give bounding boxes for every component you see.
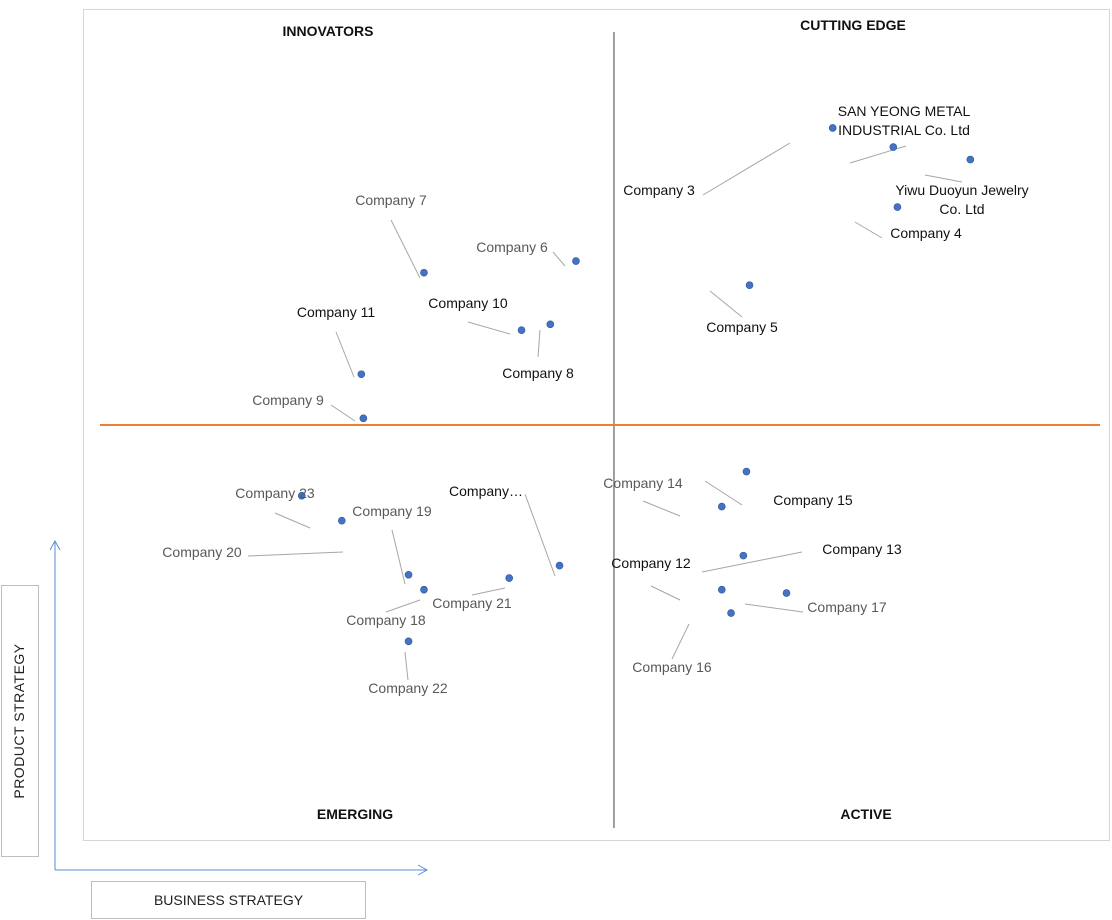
leader-line [537,329,541,358]
leader-line [385,599,421,613]
point-label: Company 11 [297,304,376,320]
data-point [782,589,791,597]
quadrant-label-emerging: EMERGING [317,806,393,822]
leader-line [467,321,511,335]
data-point [572,257,580,265]
point-label: Company 23 [235,485,315,501]
data-points [297,124,975,646]
point-label: Company 6 [476,239,548,255]
point-label: Company 3 [623,182,695,198]
leader-line [524,493,556,577]
data-point [717,502,726,511]
data-point [727,609,735,617]
leader-line [330,404,356,422]
data-point [745,281,754,290]
data-point [546,320,555,329]
point-label: Company 15 [773,492,853,508]
data-point [505,574,514,582]
y-axis-label: PRODUCT STRATEGY [11,643,27,799]
data-point [893,203,902,211]
point-label: Company 12 [611,555,691,571]
leader-line [471,587,506,596]
point-label: Company 22 [368,680,448,696]
point-label: Company 14 [603,475,683,491]
leader-line [671,623,690,660]
data-point [420,585,428,594]
data-point [742,467,751,476]
point-label: Company 9 [252,392,324,408]
data-point [297,491,306,500]
quadrant-label-active: ACTIVE [840,806,891,822]
leader-line [704,480,743,506]
data-point [357,370,366,379]
leader-line [702,142,791,196]
point-label: Yiwu Duoyun Jewelry Co. Ltd [895,182,1028,217]
leader-line [274,512,311,529]
point-label: Company 18 [346,612,426,628]
point-label: Company 17 [807,599,887,615]
plot-frame [83,9,1110,841]
data-point [739,551,748,560]
quadrant-label-innovators: INNOVATORS [282,23,373,39]
x-axis-label: BUSINESS STRATEGY [153,892,304,908]
point-label: Company 10 [428,295,508,311]
data-point [966,155,975,164]
point-label: SAN YEONG METAL INDUSTRIAL Co. Ltd [838,103,971,138]
leader-line [701,551,803,573]
leader-line [335,331,355,378]
point-label: Company 7 [355,192,427,208]
y-axis-label-box [1,585,39,857]
data-point [359,414,368,423]
leader-line [924,174,963,183]
y-axis-arrowhead [49,539,61,551]
point-labels: SAN YEONG METAL INDUSTRIAL Co. Ltd Yiwu Du… [162,103,1028,696]
data-point [828,124,837,132]
leader-line [642,500,681,517]
point-label: Company 4 [890,225,962,241]
leader-line [404,651,409,681]
data-point [889,143,898,151]
leader-lines [247,142,963,681]
leader-line [247,551,344,557]
quadrant-label-cutting-edge: CUTTING EDGE [800,17,906,33]
data-point [420,268,428,277]
x-axis-arrowhead [417,864,429,876]
data-point [404,570,413,579]
point-label: Company 13 [822,541,902,557]
data-point [338,516,346,525]
leader-line [849,145,907,164]
leader-line [391,529,406,585]
data-point [517,326,526,334]
point-label: Company 19 [352,503,432,519]
leader-line [709,290,743,318]
data-point [717,585,726,594]
data-point [404,637,413,646]
point-label: Company 16 [632,659,712,675]
leader-line [650,585,681,601]
point-label: Company… [449,483,523,499]
point-label: Company 5 [706,319,778,335]
leader-line [854,221,883,239]
data-point [555,561,564,570]
point-label: Company 8 [502,365,574,381]
x-axis-label-box: BUSINESS STRATEGY [91,881,366,919]
point-label: Company 20 [162,544,242,560]
point-label: Company 21 [432,595,512,611]
leader-line [552,251,566,267]
leader-line [390,219,421,279]
leader-line [744,603,804,613]
